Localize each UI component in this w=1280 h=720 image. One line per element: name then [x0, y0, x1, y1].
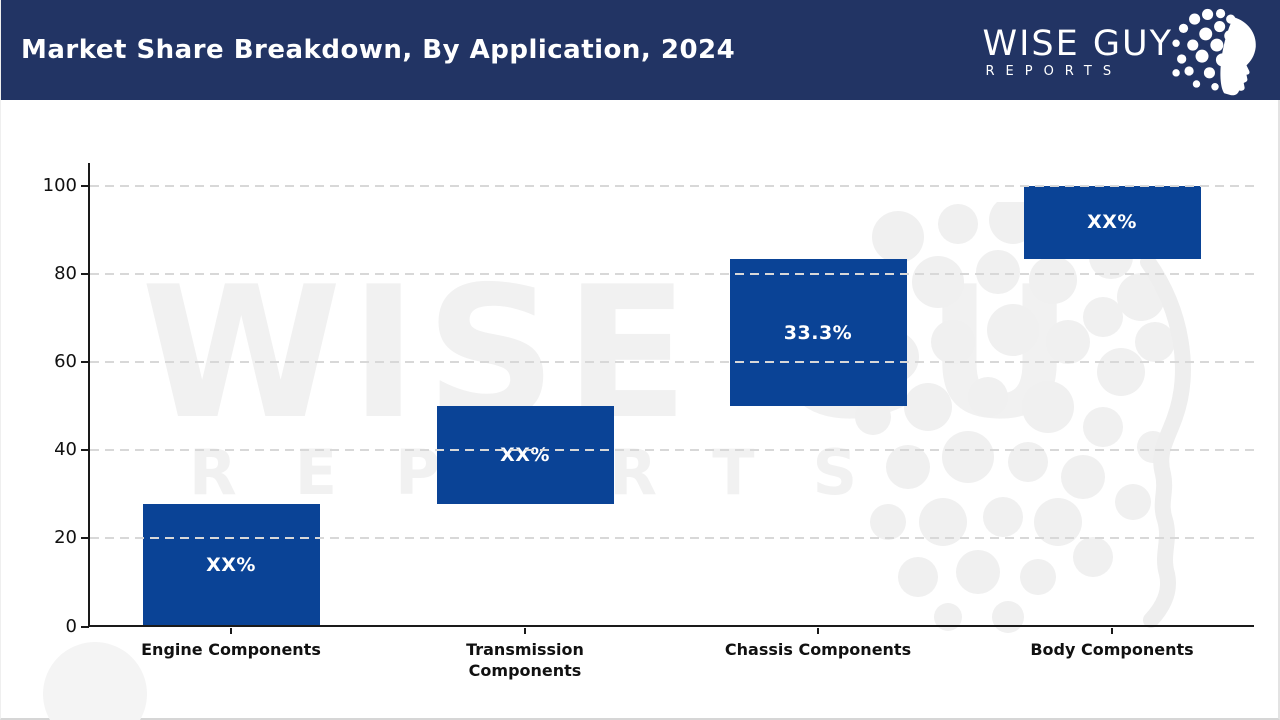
x-axis-label-transmission-components: Transmission Components [466, 640, 584, 680]
gridline-60 [90, 360, 1254, 363]
bar-transmission-components: XX% [436, 406, 614, 504]
y-axis-tick-80 [81, 272, 89, 275]
y-axis-tick-60 [81, 360, 89, 363]
y-axis-label-20: 20 [54, 527, 77, 549]
y-axis-tick-0 [81, 625, 89, 628]
x-axis-label-engine-components: Engine Components [141, 640, 321, 659]
bar-value-label-engine-components: XX% [206, 554, 256, 577]
y-axis-tick-100 [81, 184, 89, 187]
logo-title-text: WISE GUY [982, 24, 1173, 64]
bar-chassis-components: 33.3% [729, 259, 907, 406]
x-axis-line [88, 625, 1254, 627]
y-axis-tick-20 [81, 537, 89, 540]
y-axis-label-60: 60 [54, 350, 77, 372]
x-axis-tick-transmission-components [524, 627, 526, 634]
bar-value-label-transmission-components: XX% [500, 443, 550, 466]
bar-body-components: XX% [1023, 185, 1201, 260]
gridline-20 [90, 537, 1254, 540]
watermark-circle [43, 642, 147, 720]
y-axis-tick-40 [81, 449, 89, 452]
bar-engine-components: XX% [142, 503, 320, 627]
bar-value-label-chassis-components: 33.3% [783, 321, 853, 344]
x-axis-label-chassis-components: Chassis Components [724, 640, 912, 659]
y-axis-label-80: 80 [54, 262, 77, 284]
brand-logo: WISE GUY REPORTS [982, 8, 1263, 96]
gridline-100 [90, 184, 1254, 187]
x-axis-tick-chassis-components [817, 627, 819, 634]
gridline-40 [90, 449, 1254, 452]
logo-head-icon [1172, 8, 1256, 96]
page-title: Market Share Breakdown, By Application, … [21, 35, 736, 65]
x-axis-tick-body-components [1111, 627, 1113, 634]
y-axis-line [88, 163, 90, 627]
x-axis-label-body-components: Body Components [1030, 640, 1194, 659]
logo-subtitle-text: REPORTS [985, 64, 1123, 79]
gridline-80 [90, 272, 1254, 275]
y-axis-label-0: 0 [65, 615, 77, 637]
y-axis-label-40: 40 [54, 439, 77, 461]
header-bar: Market Share Breakdown, By Application, … [1, 0, 1280, 100]
y-axis-label-100: 100 [42, 174, 77, 196]
x-axis-tick-engine-components [230, 627, 232, 634]
bar-value-label-body-components: XX% [1087, 211, 1137, 234]
logo-wordmark: WISE GUY REPORTS [982, 25, 1173, 79]
